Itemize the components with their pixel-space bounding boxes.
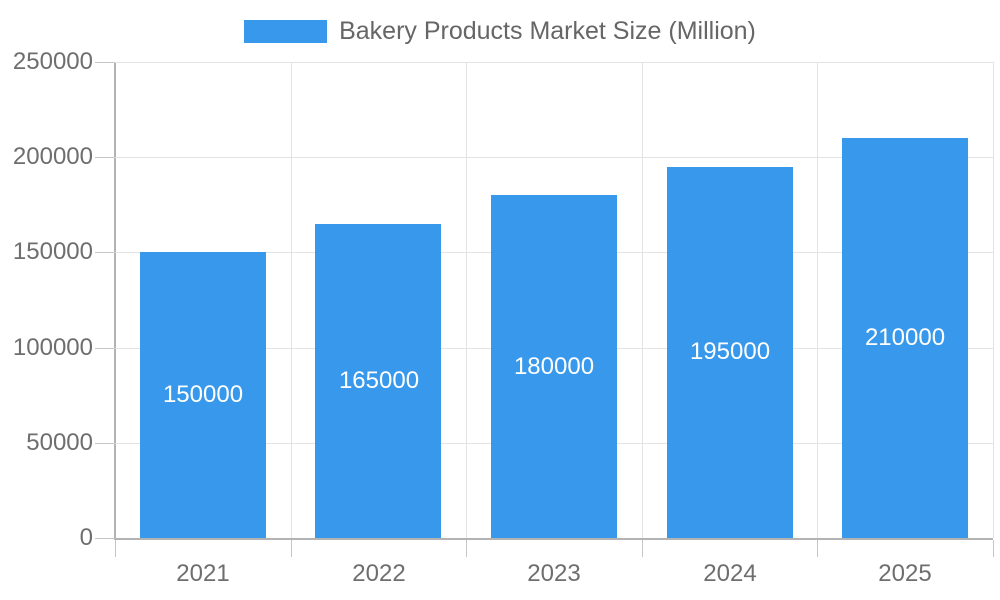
bar-value-label: 150000: [162, 381, 244, 408]
y-tick-mark: [95, 443, 115, 444]
bar[interactable]: [140, 252, 266, 538]
x-tick-mark: [115, 540, 116, 557]
y-tick-label: 250000: [12, 48, 93, 75]
x-gridline: [291, 62, 292, 538]
y-tick-mark: [95, 157, 115, 158]
bar[interactable]: [315, 224, 441, 538]
y-tick-label: 50000: [26, 429, 93, 456]
x-tick-mark: [466, 540, 467, 557]
chart-legend[interactable]: Bakery Products Market Size (Million): [0, 17, 1000, 46]
x-tick-label: 2021: [176, 560, 230, 587]
y-gridline: [115, 62, 993, 63]
bar-value-label: 195000: [689, 338, 771, 365]
y-tick-mark: [95, 252, 115, 253]
y-tick-mark: [95, 348, 115, 349]
x-gridline: [642, 62, 643, 538]
legend-swatch: [244, 20, 328, 43]
x-tick-mark: [993, 540, 994, 557]
bar[interactable]: [491, 195, 617, 538]
y-tick-label: 200000: [12, 143, 93, 170]
y-axis-line: [114, 62, 116, 540]
y-tick-mark: [95, 62, 115, 63]
bar-value-label: 180000: [513, 353, 595, 380]
x-tick-label: 2022: [352, 560, 406, 587]
bar[interactable]: [842, 138, 968, 538]
y-tick-label: 150000: [12, 238, 93, 265]
x-gridline: [993, 62, 994, 538]
bar[interactable]: [667, 167, 793, 538]
y-tick-mark: [95, 538, 115, 539]
x-gridline: [817, 62, 818, 538]
bar-value-label: 210000: [864, 324, 946, 351]
legend-label: Bakery Products Market Size (Million): [339, 17, 756, 45]
x-gridline: [466, 62, 467, 538]
plot-area: 150000 165000 180000 195000 210000: [115, 62, 994, 538]
x-tick-label: 2023: [527, 560, 581, 587]
y-tick-label: 0: [79, 524, 93, 551]
x-tick-label: 2024: [703, 560, 757, 587]
bar-value-label: 165000: [338, 367, 420, 394]
y-gridline: [115, 157, 993, 158]
x-tick-mark: [291, 540, 292, 557]
x-tick-mark: [642, 540, 643, 557]
x-tick-mark: [817, 540, 818, 557]
x-tick-label: 2025: [878, 560, 932, 587]
y-tick-label: 100000: [12, 334, 93, 361]
x-axis-line: [114, 538, 993, 540]
